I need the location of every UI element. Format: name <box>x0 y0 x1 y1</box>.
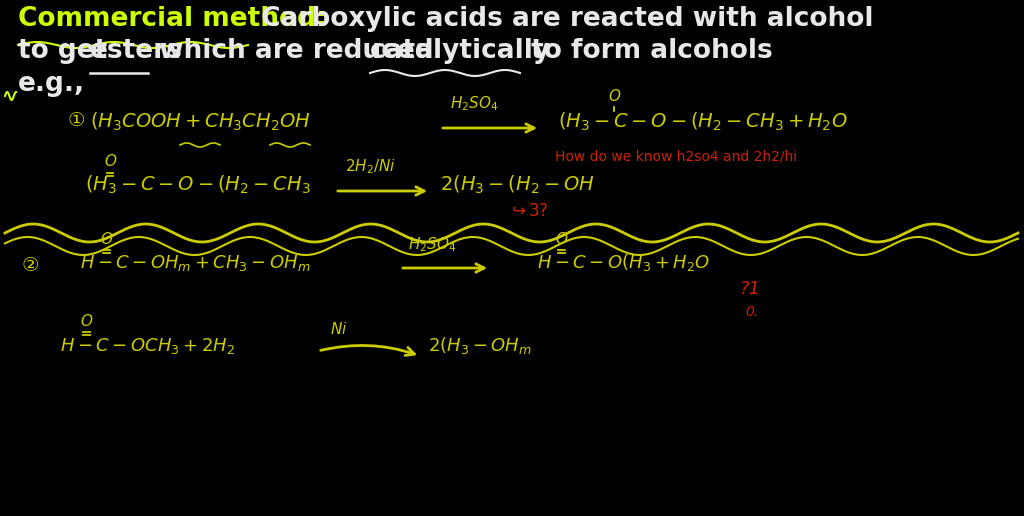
Text: $\mathit{(H_3COOH + CH_3CH_2OH}$: $\mathit{(H_3COOH + CH_3CH_2OH}$ <box>90 111 311 133</box>
Text: ?1: ?1 <box>740 280 761 298</box>
Text: ①: ① <box>68 111 85 130</box>
Text: e.g.,: e.g., <box>18 71 85 97</box>
Text: $\mathit{H-C-OCH_3 +2H_2}$: $\mathit{H-C-OCH_3 +2H_2}$ <box>60 336 234 356</box>
Text: Carboxylic acids are reacted with alcohol: Carboxylic acids are reacted with alcoho… <box>252 6 873 32</box>
Text: $\mathit{H_2SO_4}$: $\mathit{H_2SO_4}$ <box>408 235 457 254</box>
Text: O: O <box>80 314 92 329</box>
Text: $\mathit{2(H_3-(H_2-OH}$: $\mathit{2(H_3-(H_2-OH}$ <box>440 174 595 196</box>
Text: $\hookrightarrow$3?: $\hookrightarrow$3? <box>508 202 549 220</box>
Text: $\mathit{Ni}$: $\mathit{Ni}$ <box>330 321 347 337</box>
Text: $\mathit{2H_2/Ni}$: $\mathit{2H_2/Ni}$ <box>345 157 396 176</box>
Text: $\mathit{H-C-O(H_3 +H_2O}$: $\mathit{H-C-O(H_3 +H_2O}$ <box>537 252 710 273</box>
Text: Commercial method:: Commercial method: <box>18 6 327 32</box>
Text: How do we know h2so4 and 2h2/hi: How do we know h2so4 and 2h2/hi <box>555 150 797 164</box>
Text: 0.: 0. <box>745 305 758 319</box>
Text: O: O <box>100 232 112 247</box>
Text: esters: esters <box>90 38 183 64</box>
Text: O: O <box>555 232 567 247</box>
Text: $\mathit{(H_3-C-O-(H_2-CH_3 + H_2O}$: $\mathit{(H_3-C-O-(H_2-CH_3 + H_2O}$ <box>558 111 848 133</box>
Text: O: O <box>104 154 116 169</box>
Text: to get: to get <box>18 38 117 64</box>
Text: $\mathit{2(H_3-OH_m}$: $\mathit{2(H_3-OH_m}$ <box>428 335 531 356</box>
Text: $\mathit{H_2SO_4}$: $\mathit{H_2SO_4}$ <box>450 94 499 112</box>
Text: $\mathit{H-C-OH_m + CH_3-OH_m}$: $\mathit{H-C-OH_m + CH_3-OH_m}$ <box>80 253 310 273</box>
Text: to form alcohols: to form alcohols <box>522 38 773 64</box>
Text: O: O <box>608 89 620 104</box>
Text: which are reduced: which are reduced <box>150 38 442 64</box>
Text: catalytically: catalytically <box>370 38 551 64</box>
Text: $\mathit{(H_3-C-O-(H_2-CH_3}$: $\mathit{(H_3-C-O-(H_2-CH_3}$ <box>85 174 310 196</box>
Text: ②: ② <box>22 256 40 275</box>
